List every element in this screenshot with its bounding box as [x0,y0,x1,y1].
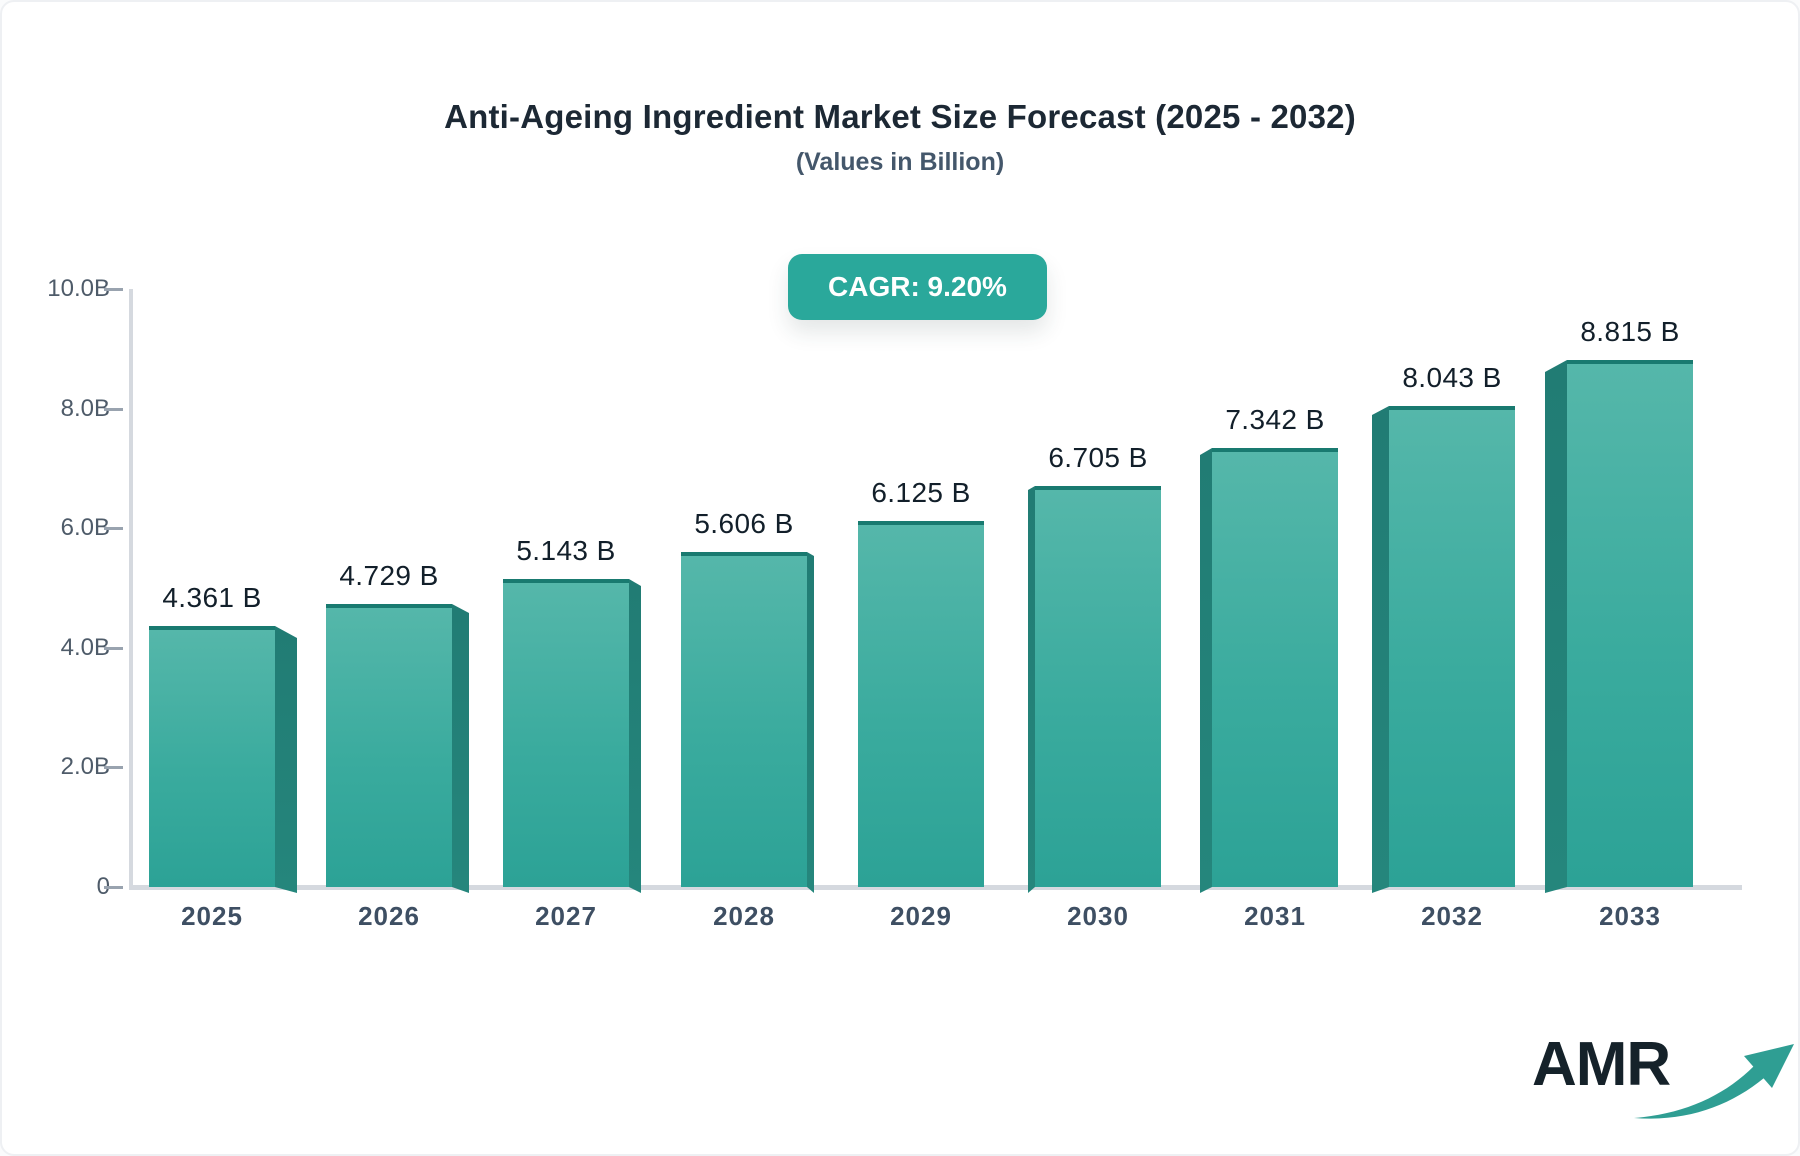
bar-value-label: 4.729 B [339,560,439,591]
bar-face [681,552,807,887]
x-axis-label: 2033 [1599,901,1661,931]
y-tick-dash [104,407,123,411]
x-axis-label: 2027 [535,901,597,931]
x-axis-label: 2029 [890,901,952,931]
y-tick-dash [104,646,123,650]
y-tick-label: 8.0B [60,394,110,422]
bar-value-label: 4.361 B [162,582,262,613]
y-tick-dash [104,527,123,531]
bar-value-label: 5.143 B [516,535,616,566]
y-tick-label: 4.0B [60,633,110,661]
bar-side-face [1200,448,1212,893]
y-tick-label: 2.0B [60,753,110,781]
trend-up-arrow-icon [1634,1044,1794,1119]
x-axis-label: 2028 [713,901,775,931]
x-axis-label: 2025 [181,901,243,931]
x-axis-label: 2030 [1067,901,1129,931]
y-tick-dash [104,288,123,291]
x-axis-line [129,885,1742,890]
chart-title: Anti-Ageing Ingredient Market Size Forec… [444,98,1356,135]
bar-side-face [275,626,297,893]
bar-side-face [629,579,641,893]
y-tick-label: 10.0B [47,275,110,302]
bar-value-label: 6.125 B [871,477,971,508]
bar-face [503,579,629,887]
bar-side-face [1545,360,1567,893]
y-axis-line [129,289,133,890]
y-tick-dash [104,766,123,770]
cagr-badge: CAGR: 9.20% [788,254,1047,320]
bar-value-label: 5.606 B [694,508,794,539]
y-tick-label: 6.0B [60,514,110,542]
bar-face [326,604,452,887]
bar-face [1389,406,1515,887]
bar-face [1212,448,1338,887]
x-axis-label: 2031 [1244,901,1306,931]
amr-logo: AMR [1532,1030,1794,1124]
bar-value-label: 7.342 B [1225,404,1325,435]
x-axis-label: 2032 [1421,901,1483,931]
y-tick-label: 0 [0,872,110,902]
bar-face [1567,360,1693,887]
chart-subtitle: (Values in Billion) [795,148,1005,176]
bar-face [1035,486,1161,887]
bar-value-label: 8.815 B [1580,316,1680,347]
x-axis-label: 2026 [358,901,420,931]
bar-value-label: 6.705 B [1048,442,1148,473]
y-tick-dash [104,886,123,889]
bar-face [149,626,275,887]
bar-face [858,521,984,887]
bar-side-face [1372,406,1389,893]
bar-side-face [452,604,469,893]
amr-logo-text: AMR [1532,1030,1671,1099]
bar-side-face [807,552,814,893]
bar-value-label: 8.043 B [1402,362,1502,393]
bar-side-face [1028,486,1035,893]
